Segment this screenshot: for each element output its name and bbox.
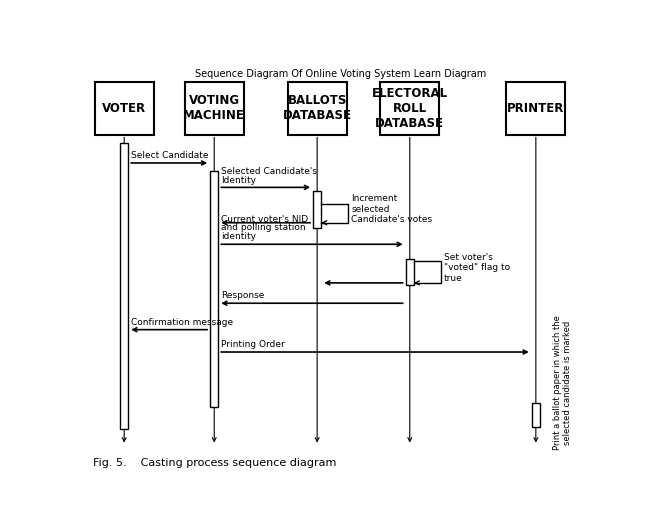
Text: VOTER: VOTER [102, 101, 146, 115]
Text: ELECTORAL
ROLL
DATABASE: ELECTORAL ROLL DATABASE [372, 87, 448, 129]
Text: Increment
selected
Candidate's votes: Increment selected Candidate's votes [351, 194, 432, 224]
Bar [313, 192, 321, 228]
Bar [506, 82, 566, 135]
Bar [210, 171, 218, 407]
Bar [94, 82, 154, 135]
Text: Print a ballot paper in which the
selected candidate is marked: Print a ballot paper in which the select… [553, 315, 572, 450]
Text: Sequence Diagram Of Online Voting System Learn Diagram: Sequence Diagram Of Online Voting System… [195, 70, 486, 79]
Text: VOTING
MACHINE: VOTING MACHINE [183, 94, 245, 122]
Bar [288, 82, 347, 135]
Text: Selected Candidate's: Selected Candidate's [221, 166, 317, 176]
Text: Response: Response [221, 291, 264, 300]
Text: Printing Order: Printing Order [221, 340, 285, 349]
Text: PRINTER: PRINTER [507, 101, 564, 115]
Bar [406, 259, 414, 285]
Text: BALLOTS
DATABASE: BALLOTS DATABASE [283, 94, 352, 122]
Bar [532, 403, 540, 427]
Bar [120, 143, 128, 429]
Text: Confirmation message: Confirmation message [131, 318, 233, 327]
Text: Set voter's
"voted" flag to
true: Set voter's "voted" flag to true [444, 253, 510, 282]
Bar [380, 82, 440, 135]
Bar [185, 82, 244, 135]
Text: Current voter's NID: Current voter's NID [221, 214, 308, 223]
Text: Fig. 5.    Casting process sequence diagram: Fig. 5. Casting process sequence diagram [93, 458, 337, 468]
Text: and polling station: and polling station [221, 223, 305, 232]
Text: identity: identity [221, 232, 256, 241]
Text: Identity: Identity [221, 175, 256, 184]
Text: Select Candidate: Select Candidate [131, 151, 208, 160]
